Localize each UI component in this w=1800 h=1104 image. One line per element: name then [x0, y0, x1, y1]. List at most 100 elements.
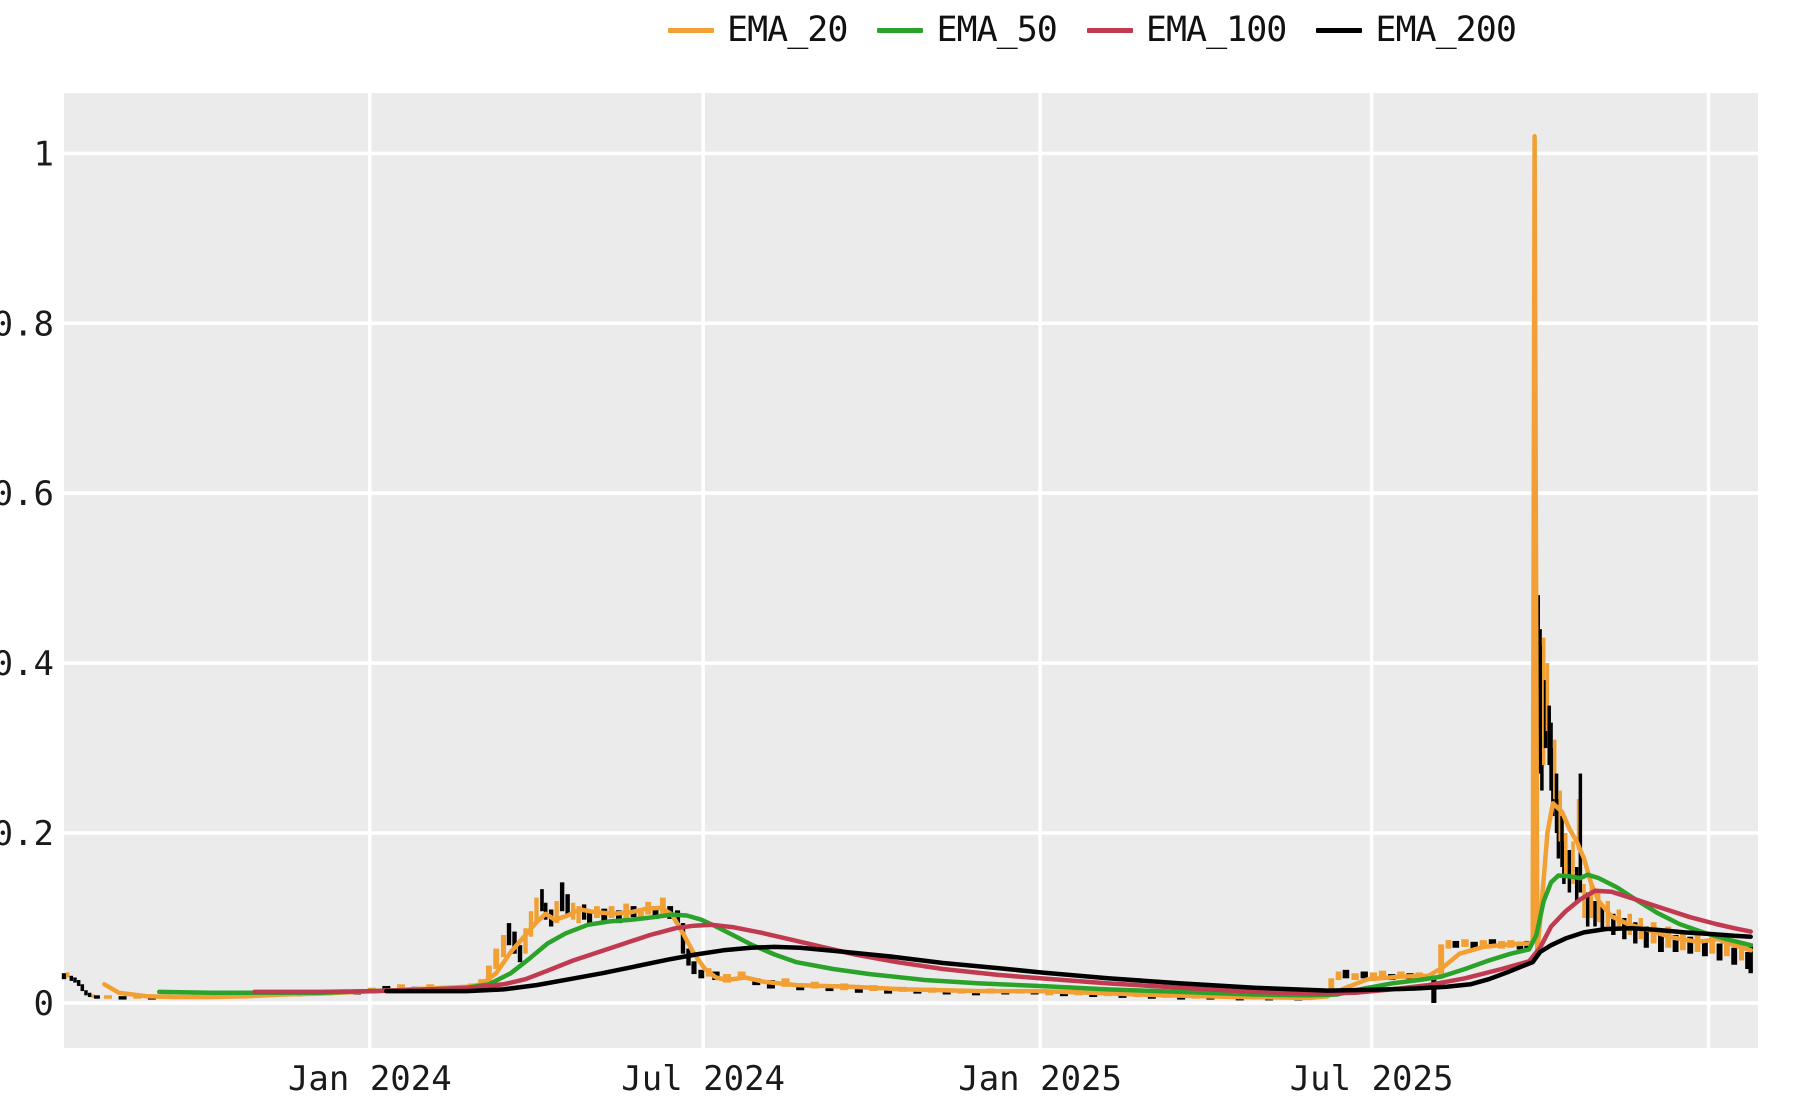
candle	[1687, 936, 1694, 954]
candle	[1748, 943, 1753, 974]
legend-label: EMA_100	[1145, 10, 1288, 50]
candle	[1576, 799, 1581, 851]
candle	[1328, 978, 1335, 998]
plot-area	[64, 93, 1758, 1048]
candle	[1549, 722, 1553, 791]
candle	[1488, 939, 1497, 947]
candle	[1558, 790, 1562, 842]
candle	[1342, 969, 1350, 979]
candle	[1541, 637, 1546, 766]
legend-label: EMA_20	[727, 10, 848, 50]
candle	[1723, 939, 1730, 957]
candle	[680, 923, 686, 954]
legend-line-swatch	[1316, 27, 1363, 33]
candle	[1716, 943, 1723, 961]
candle	[659, 897, 666, 915]
chart-legend: EMA_20 EMA_50 EMA_100 EMA_200	[668, 10, 1517, 50]
candle	[543, 902, 548, 920]
candle	[76, 980, 81, 986]
candle	[540, 889, 544, 912]
candle	[1551, 748, 1555, 817]
candle	[1593, 901, 1597, 927]
candle	[1745, 951, 1749, 969]
y-tick-label: 0.8	[0, 304, 54, 344]
candle	[84, 990, 88, 996]
candle	[854, 986, 863, 993]
candle	[1596, 892, 1601, 923]
candle	[884, 988, 893, 994]
candle	[1731, 947, 1738, 965]
y-tick-label: 1	[34, 134, 54, 174]
candle	[1543, 680, 1548, 749]
candle	[1540, 646, 1544, 791]
legend-label: EMA_50	[936, 10, 1057, 50]
y-tick-label: 0	[34, 984, 54, 1024]
candle	[615, 910, 622, 924]
candle	[1438, 944, 1445, 979]
candle	[1589, 884, 1594, 919]
candle	[652, 906, 659, 919]
candle	[91, 994, 96, 998]
candle	[87, 992, 92, 998]
candle	[698, 969, 705, 979]
candle	[1479, 940, 1487, 948]
candle	[1574, 867, 1579, 902]
candle	[1351, 973, 1359, 981]
legend-line-swatch	[877, 27, 924, 33]
legend-line-swatch	[668, 27, 714, 33]
candle	[1672, 934, 1679, 952]
candle	[554, 901, 559, 924]
y-tick-label: 0.2	[0, 814, 54, 854]
x-tick-label: Jan 2025	[958, 1059, 1122, 1099]
candle	[1658, 930, 1664, 952]
candle	[534, 897, 539, 924]
candle	[1560, 816, 1564, 868]
candle	[1335, 971, 1342, 981]
x-tick-label: Jan 2024	[288, 1059, 452, 1099]
candle	[94, 995, 100, 999]
candle	[1585, 892, 1590, 927]
candle	[1552, 739, 1557, 800]
candle	[565, 894, 570, 916]
candle	[528, 911, 534, 937]
candle	[65, 972, 70, 978]
candle	[512, 931, 517, 954]
candle	[1445, 940, 1452, 949]
candle	[523, 928, 528, 954]
candle	[1567, 850, 1572, 893]
x-tick-label: Jul 2025	[1290, 1059, 1454, 1099]
legend-item-ema_200: EMA_200	[1316, 10, 1517, 50]
candle	[80, 984, 85, 992]
candle	[1600, 905, 1605, 931]
candle	[517, 945, 523, 963]
candle	[1701, 939, 1708, 957]
candle	[1378, 970, 1387, 979]
ema-50-line	[156, 872, 1753, 998]
candle	[500, 934, 507, 958]
candle	[1709, 936, 1716, 954]
candle	[1545, 663, 1550, 732]
candle	[1369, 972, 1378, 980]
candle	[1547, 705, 1551, 766]
candle	[73, 977, 77, 983]
candle	[1461, 939, 1469, 947]
legend-label: EMA_200	[1375, 10, 1517, 50]
legend-item-ema_50: EMA_50	[877, 10, 1058, 50]
candle	[637, 908, 644, 919]
candle	[1633, 922, 1638, 944]
legend-line-swatch	[1086, 27, 1133, 33]
candle	[691, 961, 697, 975]
candle	[103, 995, 112, 999]
candle	[1578, 773, 1583, 893]
candle	[1538, 629, 1542, 774]
candle	[485, 965, 492, 983]
candle	[587, 909, 593, 924]
candle	[1582, 884, 1586, 919]
ema-200-line	[384, 925, 1753, 994]
candle	[559, 882, 565, 912]
legend-item-ema_100: EMA_100	[1086, 10, 1288, 50]
candle	[576, 906, 581, 924]
candle	[1611, 913, 1616, 935]
candle	[1563, 833, 1568, 876]
